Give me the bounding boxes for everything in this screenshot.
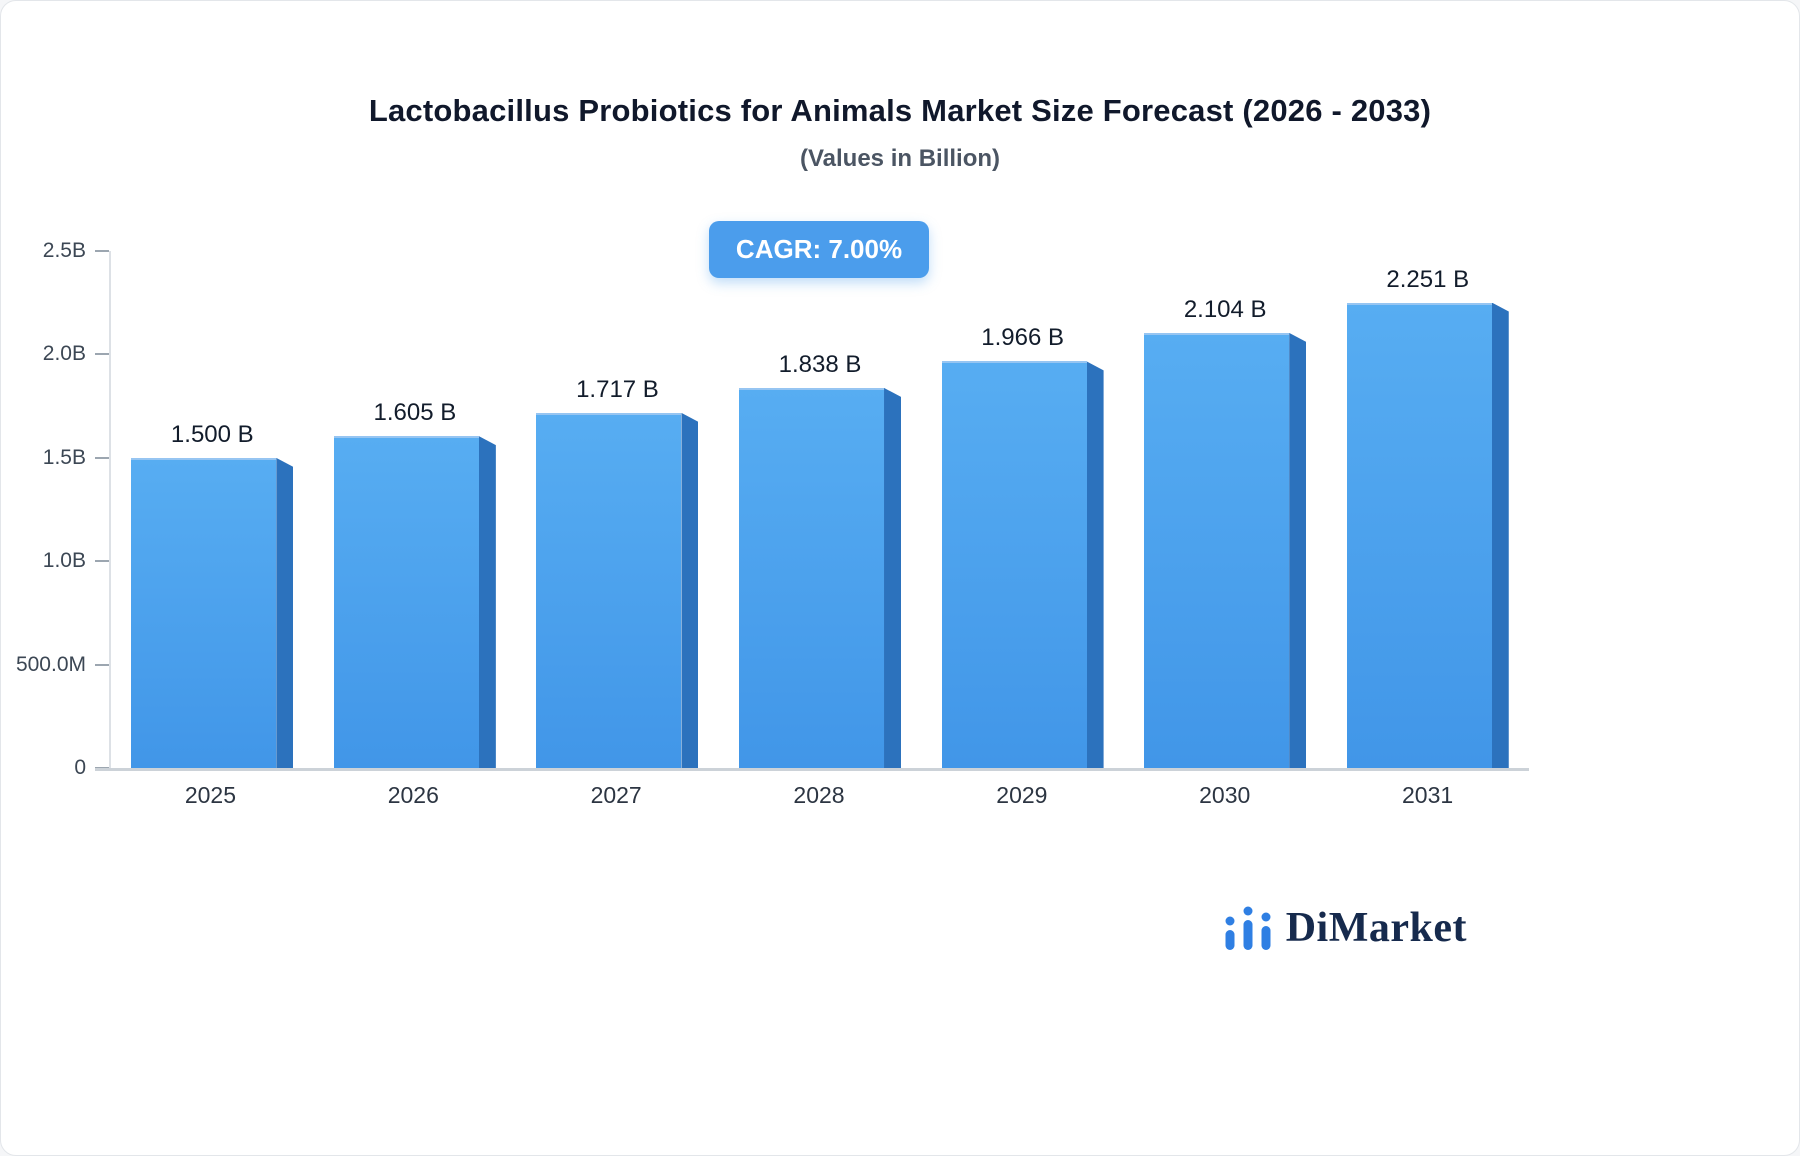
chart-subtitle: (Values in Billion) [799,145,1001,172]
bar [333,436,496,768]
y-tick: 500.0M [15,652,109,676]
bar-value-label: 1.838 B [778,350,862,378]
bar-value-label: 1.500 B [170,420,254,448]
bar-front-face [941,361,1087,768]
bar-front-face [1144,332,1290,768]
y-tick-label: 0 [74,756,86,779]
x-axis-label: 2026 [387,782,439,808]
bar-front-face [536,412,682,768]
bar-chart-logo-icon [1223,904,1273,952]
y-tick-label: 1.0B [42,549,86,573]
brand-name: DiMarket [1285,905,1467,951]
chart-area: 0 500.0M 1.0B 1.5B 2.0B 2.5B 1.500 B 1.605 B 1.… [1,239,1799,779]
bar-value-label: 2.104 B [1183,295,1267,323]
bar-side-face [276,457,294,768]
bar [536,412,699,768]
bar-group: 1.500 B [111,251,314,768]
x-axis-label: 2025 [184,782,237,808]
y-tick: 2.0B [42,342,109,366]
bar-side-face [478,436,496,768]
bar-side-face [1491,302,1509,768]
y-tick: 1.5B [42,445,109,469]
y-tick-label: 2.0B [42,342,86,366]
cagr-badge: CAGR: 7.00% [708,221,930,278]
bar-group: 1.838 B [719,251,922,768]
bar [131,457,294,768]
x-axis-label: 2027 [590,782,642,808]
y-tick-mark [95,353,109,356]
bar [1346,302,1509,768]
x-axis-label: 2030 [1199,782,1251,808]
y-tick: 1.0B [42,549,109,573]
bar-side-face [1289,332,1307,768]
y-tick: 2.5B [42,239,109,262]
bar-group: 1.717 B [516,251,719,768]
bar-side-face [681,412,699,768]
bar-front-face [333,436,479,768]
badge-row: CAGR: 7.00% [1,221,1799,278]
bar [941,361,1104,768]
x-axis-label: 2031 [1402,782,1454,808]
bar-value-label: 1.605 B [373,399,457,427]
y-tick-mark [95,456,109,459]
bar-side-face [884,387,902,768]
bar [1144,332,1307,768]
bar-value-label: 1.966 B [981,324,1064,352]
bar [739,387,902,768]
y-tick-mark [95,663,109,666]
plot-area: 1.500 B 1.605 B 1.717 B 1.838 B 1.966 B 2.104… [95,251,1529,771]
x-axis-label: 2029 [996,782,1048,808]
bar-front-face [1346,302,1492,768]
bar-front-face [131,457,277,768]
bar-group: 1.605 B [314,251,517,768]
y-tick-mark [95,560,109,563]
y-tick-label: 500.0M [15,652,86,676]
bar-group: 1.966 B [921,251,1124,768]
bar-value-label: 2.251 B [1386,265,1470,293]
y-tick-label: 2.5B [42,239,86,262]
bar-side-face [1086,361,1104,768]
x-axis-label: 2028 [793,782,845,808]
bar-group: 2.251 B [1326,251,1529,768]
y-axis: 0 500.0M 1.0B 1.5B 2.0B 2.5B [15,239,109,779]
bar-group: 2.104 B [1124,251,1327,768]
bar-front-face [739,387,885,768]
y-tick-label: 1.5B [42,445,86,469]
brand-logo: DiMarket [1223,904,1467,952]
x-axis-labels: 2025 2026 2027 2028 2029 2030 2031 [109,782,1529,809]
y-tick-mark [95,250,109,252]
chart-title: Lactobacillus Probiotics for Animals Mar… [368,93,1432,128]
bar-value-label: 1.717 B [576,375,659,403]
